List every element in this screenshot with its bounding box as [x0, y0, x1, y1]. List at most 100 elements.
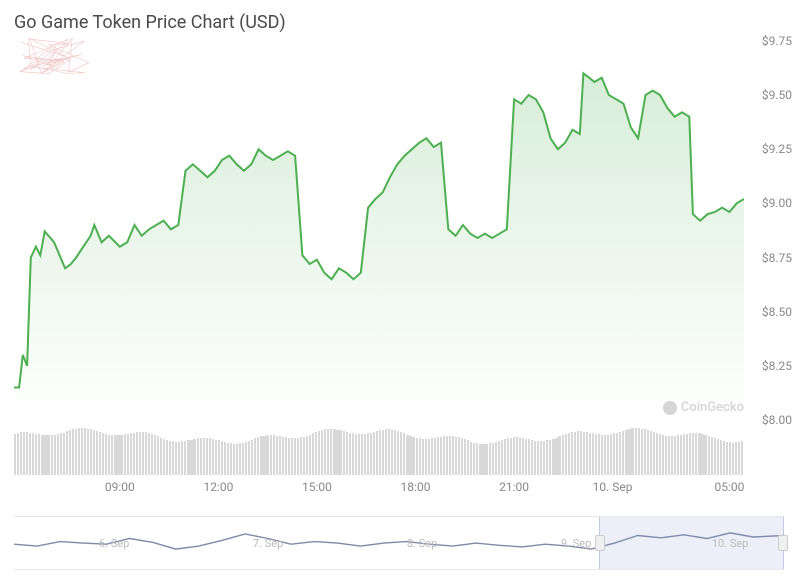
- volume-bar: [282, 437, 284, 475]
- volume-bar: [157, 436, 159, 475]
- volume-bar: [60, 433, 62, 475]
- volume-bar: [111, 435, 113, 475]
- volume-bar: [233, 444, 235, 475]
- volume-bar: [197, 438, 199, 475]
- volume-bar: [148, 433, 150, 475]
- volume-bar: [677, 435, 679, 475]
- volume-bar: [406, 435, 408, 476]
- volume-bar: [528, 439, 530, 475]
- volume-bar: [473, 443, 475, 476]
- volume-bar: [647, 430, 649, 475]
- nav-handle-left[interactable]: [595, 535, 605, 551]
- volume-bar: [352, 433, 354, 475]
- volume-bar: [72, 429, 74, 475]
- x-tick-label: 18:00: [401, 480, 431, 494]
- volume-bar: [336, 430, 338, 476]
- volume-bar: [339, 430, 341, 475]
- volume-bar: [455, 437, 457, 476]
- watermark: CoinGecko: [663, 400, 744, 415]
- volume-bar: [668, 436, 670, 475]
- navigator-selection[interactable]: [599, 517, 784, 569]
- volume-bar: [616, 433, 618, 476]
- nav-handle-right[interactable]: [778, 535, 788, 551]
- volume-bar: [422, 439, 424, 475]
- volume-bar: [69, 430, 71, 475]
- volume-bar: [136, 432, 138, 475]
- volume-bar: [403, 433, 405, 475]
- nav-tick-label: 7. Sep: [253, 537, 283, 550]
- volume-bar: [492, 443, 494, 475]
- volume-bar: [84, 428, 86, 475]
- volume-bar: [190, 440, 192, 475]
- volume-bar: [695, 433, 697, 475]
- volume-bar: [704, 435, 706, 475]
- volume-bar: [218, 440, 220, 475]
- volume-bar: [470, 442, 472, 476]
- volume-bar: [273, 435, 275, 475]
- volume-bar: [184, 441, 186, 475]
- volume-bar: [467, 440, 469, 475]
- volume-bar: [367, 433, 369, 475]
- volume-bar: [181, 441, 183, 475]
- volume-bar: [610, 434, 612, 475]
- volume-bar: [416, 438, 418, 475]
- volume-bar: [239, 443, 241, 475]
- volume-bar: [105, 434, 107, 475]
- volume-bar: [99, 432, 101, 475]
- volume-bar: [446, 436, 448, 475]
- volume-bar: [242, 443, 244, 475]
- volume-bar: [489, 443, 491, 475]
- volume-chart: [14, 425, 744, 475]
- volume-bar: [641, 429, 643, 476]
- volume-bar: [151, 434, 153, 475]
- volume-bar: [461, 438, 463, 475]
- volume-bar: [464, 439, 466, 475]
- volume-bar: [437, 437, 439, 475]
- volume-bar: [270, 435, 272, 475]
- volume-bar: [203, 438, 205, 475]
- volume-bar: [701, 434, 703, 475]
- volume-bar: [732, 443, 734, 476]
- volume-bar: [650, 431, 652, 475]
- volume-bar: [51, 435, 53, 475]
- volume-bar: [47, 435, 49, 475]
- volume-bar: [729, 442, 731, 475]
- volume-bar: [279, 436, 281, 475]
- volume-bar: [689, 433, 691, 475]
- volume-bar: [431, 438, 433, 475]
- volume-bar: [29, 433, 31, 475]
- volume-bar: [720, 440, 722, 475]
- volume-bar: [501, 440, 503, 475]
- volume-bar: [297, 438, 299, 475]
- volume-bar: [628, 429, 630, 475]
- x-tick-label: 10. Sep: [593, 480, 633, 494]
- volume-bar: [285, 437, 287, 475]
- volume-bar: [169, 441, 171, 475]
- volume-bar: [592, 433, 594, 475]
- volume-bar: [549, 440, 551, 475]
- volume-bar: [206, 438, 208, 475]
- volume-bar: [120, 435, 122, 475]
- navigator-chart[interactable]: 6. Sep7. Sep8. Sep9. Sep10. Sep: [14, 516, 784, 570]
- volume-bar: [534, 441, 536, 476]
- volume-bar: [510, 438, 512, 475]
- volume-bar: [382, 430, 384, 475]
- volume-bar: [498, 441, 500, 475]
- volume-bar: [361, 434, 363, 475]
- volume-bar: [656, 433, 658, 475]
- price-chart[interactable]: [14, 30, 744, 420]
- volume-bar: [315, 432, 317, 475]
- x-axis: 09:0012:0015:0018:0021:0010. Sep05:00: [14, 480, 744, 500]
- volume-bar: [212, 439, 214, 475]
- volume-bar: [87, 429, 89, 476]
- volume-bar: [230, 443, 232, 475]
- x-tick-label: 15:00: [302, 480, 332, 494]
- volume-bar: [200, 438, 202, 475]
- volume-bar: [586, 432, 588, 475]
- volume-bar: [708, 436, 710, 475]
- volume-bar: [476, 443, 478, 475]
- volume-bar: [20, 432, 22, 475]
- volume-bar: [522, 438, 524, 475]
- volume-bar: [525, 439, 527, 475]
- volume-bar: [638, 428, 640, 475]
